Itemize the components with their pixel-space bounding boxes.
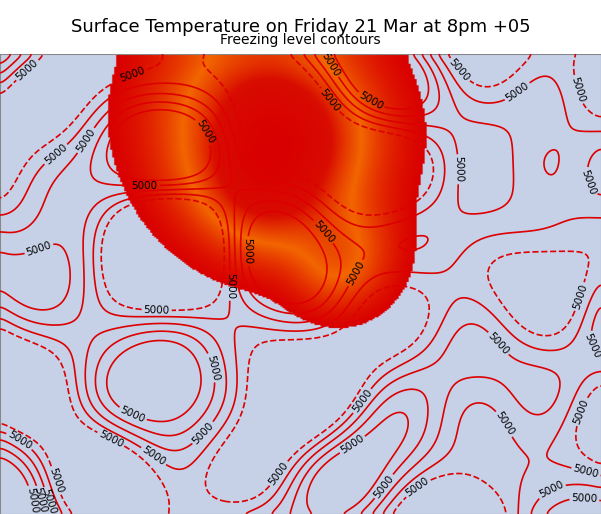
Text: 5000: 5000	[372, 473, 395, 500]
Text: 5000: 5000	[582, 332, 601, 360]
Text: 5000: 5000	[569, 76, 586, 104]
Text: 5000: 5000	[318, 87, 342, 114]
Text: 5000: 5000	[572, 464, 600, 480]
Text: 5000: 5000	[357, 90, 385, 112]
Text: 5000: 5000	[242, 238, 252, 264]
Text: 5000: 5000	[319, 50, 341, 78]
Text: 5000: 5000	[205, 354, 221, 381]
Text: 5000: 5000	[118, 405, 147, 425]
Text: 5000: 5000	[345, 259, 366, 287]
Text: 5000: 5000	[40, 487, 58, 514]
Text: 5000: 5000	[504, 81, 531, 104]
Text: 5000: 5000	[25, 240, 53, 258]
Text: 5000: 5000	[311, 218, 336, 245]
Text: 5000: 5000	[25, 486, 39, 514]
Text: 5000: 5000	[132, 180, 157, 191]
Text: 5000: 5000	[6, 430, 33, 452]
Text: 5000: 5000	[75, 127, 97, 154]
Text: 5000: 5000	[486, 331, 511, 356]
Text: 5000: 5000	[339, 433, 366, 456]
Text: 5000: 5000	[537, 480, 566, 500]
Text: 5000: 5000	[225, 272, 235, 299]
Text: 5000: 5000	[47, 467, 65, 494]
Text: 5000: 5000	[571, 492, 597, 504]
Text: 5000: 5000	[579, 168, 598, 196]
Text: 5000: 5000	[453, 156, 464, 182]
Text: 5000: 5000	[14, 58, 40, 83]
Text: Surface Temperature on Friday 21 Mar at 8pm +05: Surface Temperature on Friday 21 Mar at …	[71, 18, 530, 36]
Text: 5000: 5000	[97, 429, 125, 449]
Text: 5000: 5000	[140, 445, 167, 468]
Text: 5000: 5000	[572, 397, 590, 426]
Text: 5000: 5000	[118, 66, 147, 84]
Text: 5000: 5000	[191, 420, 216, 446]
Text: 5000: 5000	[267, 460, 290, 487]
Text: 5000: 5000	[350, 388, 374, 414]
Text: 5000: 5000	[43, 142, 69, 167]
Text: 5000: 5000	[194, 117, 216, 145]
Text: 5000: 5000	[447, 57, 472, 83]
Text: 5000: 5000	[404, 476, 431, 499]
Text: 5000: 5000	[571, 283, 588, 310]
Text: Freezing level contours: Freezing level contours	[220, 33, 381, 47]
Text: 5000: 5000	[144, 305, 170, 316]
Text: 5000: 5000	[493, 410, 516, 437]
Text: 5000: 5000	[32, 486, 49, 514]
